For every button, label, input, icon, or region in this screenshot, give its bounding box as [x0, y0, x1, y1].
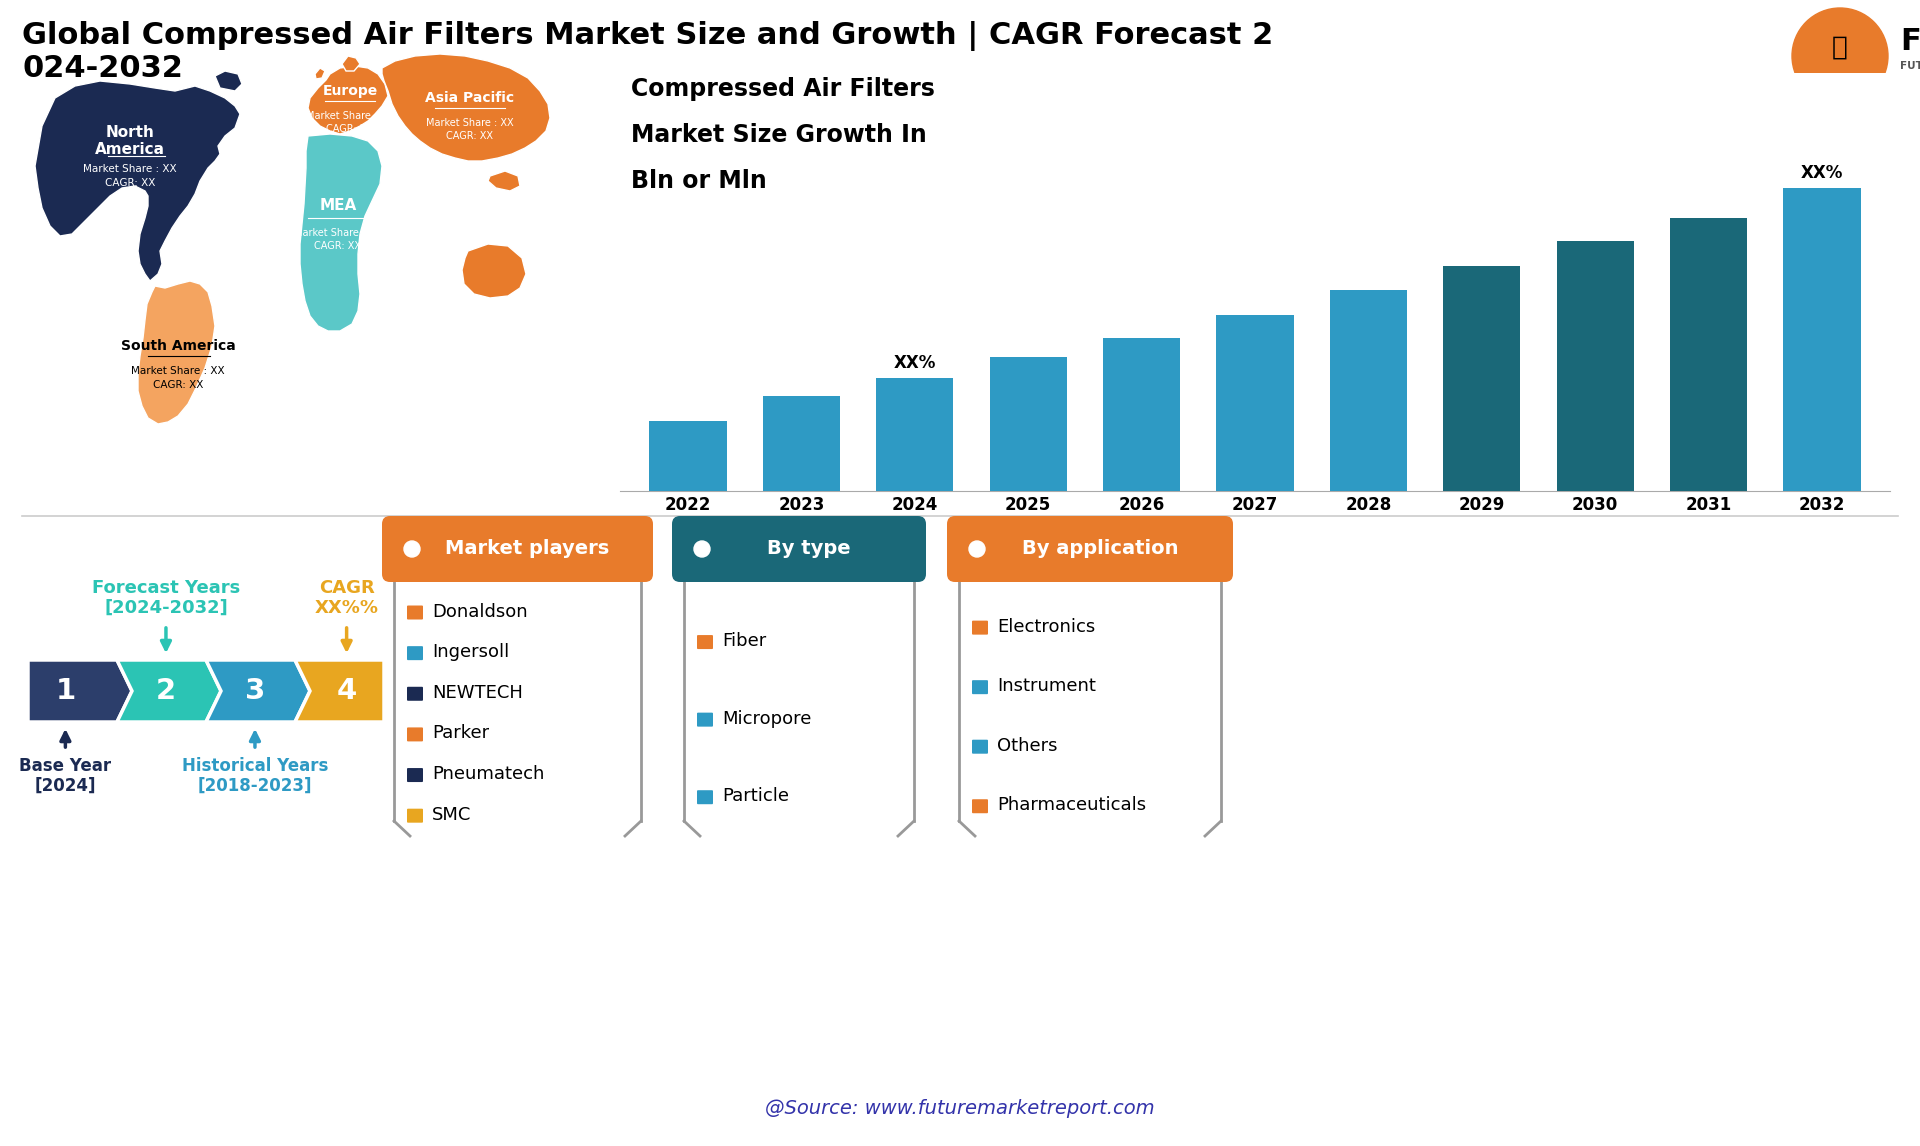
- Text: Market players: Market players: [445, 540, 611, 558]
- FancyBboxPatch shape: [972, 739, 989, 754]
- Text: MEA: MEA: [319, 198, 357, 213]
- FancyBboxPatch shape: [697, 713, 712, 727]
- Bar: [1784, 188, 1860, 490]
- FancyBboxPatch shape: [972, 621, 989, 635]
- Text: [2024]: [2024]: [35, 777, 96, 795]
- Text: 4: 4: [336, 677, 357, 705]
- Text: XX%%: XX%%: [315, 599, 378, 617]
- Text: Ingersoll: Ingersoll: [432, 643, 509, 661]
- FancyBboxPatch shape: [972, 799, 989, 814]
- Text: 2: 2: [156, 677, 177, 705]
- Polygon shape: [215, 71, 242, 91]
- Text: Forecast Years: Forecast Years: [92, 579, 240, 597]
- FancyBboxPatch shape: [407, 809, 422, 823]
- Text: CAGR: XX: CAGR: XX: [326, 124, 374, 134]
- Bar: [1557, 241, 1634, 490]
- Polygon shape: [463, 244, 526, 298]
- Text: Market Share : XX: Market Share : XX: [83, 164, 177, 174]
- Bar: [1444, 266, 1521, 490]
- Bar: [1670, 218, 1747, 490]
- FancyBboxPatch shape: [947, 516, 1233, 582]
- Text: SMC: SMC: [432, 806, 472, 824]
- Text: North
America: North America: [94, 125, 165, 157]
- Text: Bln or Mln: Bln or Mln: [632, 170, 768, 194]
- Text: 1: 1: [56, 677, 75, 705]
- Text: Historical Years: Historical Years: [182, 758, 328, 775]
- Text: By type: By type: [768, 540, 851, 558]
- Text: CAGR: XX: CAGR: XX: [315, 241, 361, 251]
- Text: Others: Others: [996, 737, 1058, 755]
- FancyBboxPatch shape: [407, 686, 422, 700]
- FancyBboxPatch shape: [697, 635, 712, 649]
- Text: FUTURE MARKET REPORT: FUTURE MARKET REPORT: [1901, 61, 1920, 71]
- Text: Market Share : XX: Market Share : XX: [131, 366, 225, 376]
- Polygon shape: [296, 660, 384, 722]
- Text: Donaldson: Donaldson: [432, 603, 528, 620]
- Bar: [1104, 338, 1181, 490]
- Polygon shape: [35, 81, 240, 281]
- Bar: [989, 358, 1068, 490]
- Text: CAGR: CAGR: [319, 579, 374, 597]
- FancyBboxPatch shape: [382, 516, 653, 582]
- Polygon shape: [29, 660, 132, 722]
- Text: Electronics: Electronics: [996, 618, 1094, 636]
- FancyBboxPatch shape: [697, 791, 712, 804]
- Text: Base Year: Base Year: [19, 758, 111, 775]
- Text: [2024-2032]: [2024-2032]: [104, 599, 228, 617]
- Text: Market Size Growth In: Market Size Growth In: [632, 123, 927, 147]
- Polygon shape: [138, 281, 215, 424]
- FancyBboxPatch shape: [407, 768, 422, 782]
- FancyBboxPatch shape: [407, 728, 422, 741]
- Bar: [649, 421, 726, 490]
- Text: @Source: www.futuremarketreport.com: @Source: www.futuremarketreport.com: [766, 1099, 1154, 1117]
- Polygon shape: [205, 660, 309, 722]
- Bar: [762, 395, 839, 490]
- FancyBboxPatch shape: [407, 646, 422, 660]
- Text: NEWTECH: NEWTECH: [432, 684, 522, 701]
- Text: South America: South America: [121, 339, 236, 353]
- Text: Parker: Parker: [432, 724, 490, 743]
- Text: By application: By application: [1021, 540, 1179, 558]
- Text: Compressed Air Filters: Compressed Air Filters: [632, 77, 935, 101]
- Text: Pneumatech: Pneumatech: [432, 766, 545, 783]
- Text: XX%: XX%: [893, 354, 937, 372]
- Text: Asia Pacific: Asia Pacific: [426, 91, 515, 105]
- Text: Fiber: Fiber: [722, 633, 766, 650]
- Text: XX%: XX%: [1801, 164, 1843, 182]
- Bar: [876, 378, 954, 490]
- Text: [2018-2023]: [2018-2023]: [198, 777, 313, 795]
- Text: Micropore: Micropore: [722, 709, 812, 728]
- Circle shape: [1791, 8, 1887, 104]
- Text: CAGR: XX: CAGR: XX: [154, 380, 204, 390]
- Circle shape: [693, 541, 710, 557]
- Text: Market Share : XX: Market Share : XX: [426, 118, 515, 128]
- Circle shape: [970, 541, 985, 557]
- Text: Instrument: Instrument: [996, 677, 1096, 696]
- Text: FMR: FMR: [1901, 28, 1920, 56]
- Text: Particle: Particle: [722, 787, 789, 806]
- Polygon shape: [307, 66, 388, 134]
- Polygon shape: [300, 134, 382, 331]
- Text: CAGR: XX: CAGR: XX: [447, 131, 493, 141]
- Text: CAGR: XX: CAGR: XX: [106, 178, 156, 188]
- FancyBboxPatch shape: [407, 605, 422, 620]
- Polygon shape: [382, 54, 549, 160]
- Text: 024-2032: 024-2032: [21, 54, 182, 83]
- Polygon shape: [117, 660, 221, 722]
- Bar: [1217, 315, 1294, 490]
- Text: 3: 3: [244, 677, 265, 705]
- FancyBboxPatch shape: [972, 681, 989, 694]
- Polygon shape: [315, 68, 324, 79]
- Text: Europe: Europe: [323, 84, 378, 99]
- Text: Global Compressed Air Filters Market Size and Growth | CAGR Forecast 2: Global Compressed Air Filters Market Siz…: [21, 21, 1273, 52]
- FancyBboxPatch shape: [672, 516, 925, 582]
- Circle shape: [403, 541, 420, 557]
- Polygon shape: [488, 171, 520, 191]
- Text: Market Share : XX: Market Share : XX: [294, 228, 382, 238]
- Text: 🦜: 🦜: [1832, 36, 1847, 61]
- Text: Pharmaceuticals: Pharmaceuticals: [996, 796, 1146, 814]
- Text: Market Share : XX: Market Share : XX: [305, 111, 394, 121]
- Bar: [1331, 290, 1407, 490]
- Polygon shape: [342, 56, 361, 71]
